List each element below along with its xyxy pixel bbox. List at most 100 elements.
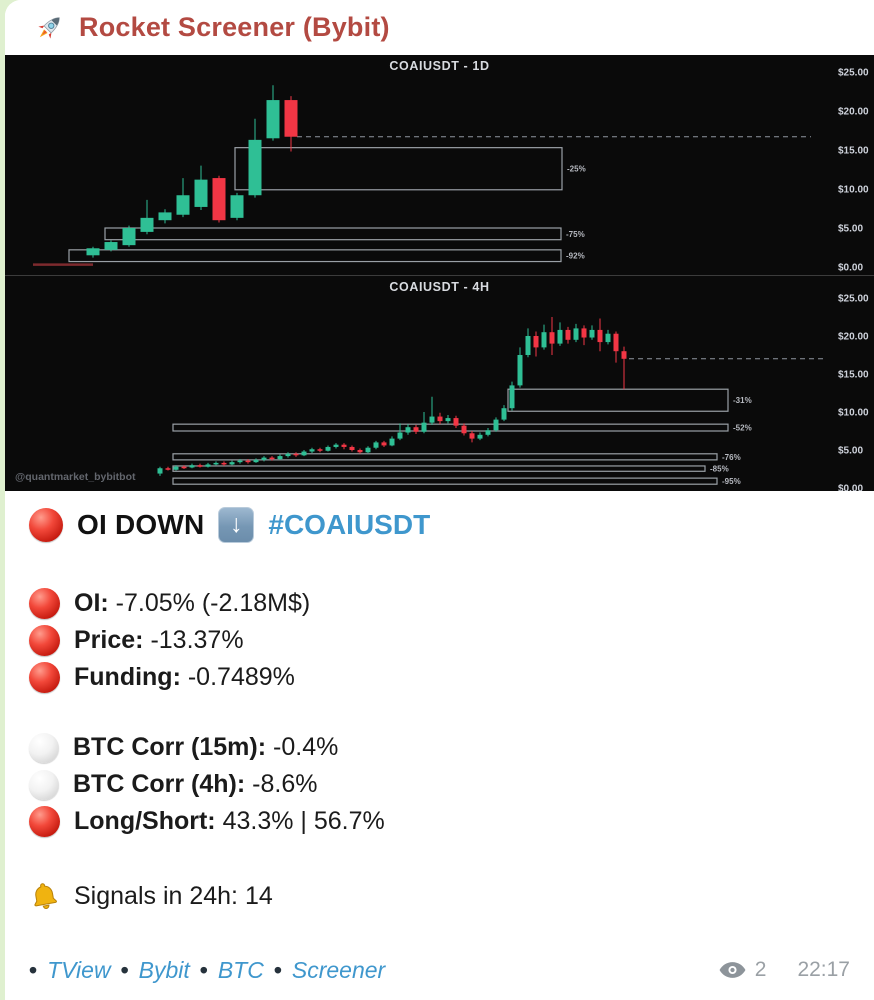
red-circle-emoji [29, 662, 60, 693]
candle [230, 195, 244, 218]
chart-background [5, 276, 874, 491]
candle [293, 453, 299, 456]
candle [86, 248, 100, 256]
zone-label: -52% [733, 424, 752, 433]
message-time: 22:17 [797, 958, 850, 981]
hashtag-link[interactable]: #COAIUSDT [268, 509, 431, 540]
candle [381, 442, 387, 446]
candle [405, 427, 411, 433]
stat-value: -0.4% [273, 733, 339, 761]
stat-row-btc-corr-15m: BTC Corr (15m): -0.4% [29, 729, 854, 766]
candle [266, 100, 280, 139]
candle [248, 139, 262, 196]
message-text: OI DOWN ↓ #COAIUSDT OI: -7.05% (-2.18M$)… [5, 491, 874, 990]
chart-image-4h[interactable]: COAIUSDT - 4H $25.00 $20.00 $15.00 $10.00 $5.… [5, 275, 874, 491]
stat-row-btc-corr-4h: BTC Corr (4h): -8.6% [29, 766, 854, 803]
axis-label: $15.00 [838, 146, 869, 157]
candle [413, 427, 419, 432]
zone-label: -76% [722, 453, 741, 462]
footer-link-bybit[interactable]: Bybit [138, 956, 190, 983]
candle [373, 442, 379, 448]
zone-box [172, 423, 729, 432]
candle [533, 336, 539, 348]
message-bubble: Rocket Screener (Bybit) COAIUSDT - 1D $25… [5, 0, 874, 1000]
candle [253, 459, 259, 463]
stat-label: Price: [74, 626, 144, 654]
stat-value: -13.37% [150, 626, 244, 654]
footer-link-tview[interactable]: TView [47, 956, 111, 983]
candle [197, 465, 203, 467]
stat-label: Funding: [74, 663, 181, 691]
candle [453, 418, 459, 426]
candle [317, 449, 323, 451]
stat-label: OI: [74, 589, 109, 617]
bullet-separator: • [273, 956, 282, 983]
candle [189, 465, 195, 468]
axis-label: $25.00 [838, 68, 869, 79]
axis-label: $15.00 [838, 370, 869, 381]
candle [165, 468, 171, 470]
candle [157, 468, 163, 474]
candle [389, 438, 395, 446]
zone-label: -25% [567, 165, 586, 174]
down-arrow-emoji: ↓ [218, 507, 255, 543]
white-circle-emoji [29, 769, 59, 800]
stat-label: BTC Corr (15m): [73, 733, 267, 761]
axis-label: $10.00 [838, 185, 869, 196]
candle [581, 328, 587, 338]
candle [285, 453, 291, 457]
axis-label: $20.00 [838, 107, 869, 118]
candle [477, 434, 483, 439]
signals-count-row: Signals in 24h: 14 [29, 876, 854, 916]
footer-link-screener[interactable]: Screener [291, 956, 386, 983]
chart-watermark: @quantmarket_bybitbot [15, 471, 136, 483]
candle [549, 332, 555, 344]
candle [509, 385, 515, 409]
axis-label: $10.00 [838, 408, 869, 419]
zone-box [172, 465, 706, 472]
red-circle-emoji [29, 508, 63, 542]
zone-label: -31% [733, 396, 752, 405]
candle [277, 456, 283, 460]
channel-title[interactable]: Rocket Screener (Bybit) [79, 12, 390, 42]
axis-label: $5.00 [838, 446, 863, 457]
candle [261, 457, 267, 460]
eye-icon [719, 962, 746, 978]
candle [269, 457, 275, 460]
candle [213, 462, 219, 465]
stat-value: -8.6% [252, 770, 318, 798]
red-circle-emoji [29, 625, 60, 656]
candle [621, 351, 627, 359]
candle [212, 178, 226, 221]
candlestick-chart: COAIUSDT - 4H $25.00 $20.00 $15.00 $10.00 $5.… [5, 276, 874, 491]
candle [421, 422, 427, 432]
bullet-separator: • [29, 956, 38, 983]
candle [181, 466, 187, 469]
zone-label: -75% [566, 230, 585, 239]
candle [205, 464, 211, 467]
signal-direction-label: OI DOWN [77, 509, 205, 540]
axis-label: $5.00 [838, 224, 863, 235]
candle [237, 460, 243, 463]
bell-icon [34, 882, 57, 909]
candle [445, 418, 451, 422]
candle [573, 328, 579, 340]
candle [365, 447, 371, 453]
zone-box [104, 227, 562, 241]
zone-box [172, 453, 718, 461]
candle [597, 329, 603, 343]
footer-link-btc[interactable]: BTC [217, 956, 264, 983]
candle [245, 460, 251, 463]
candlestick-chart: COAIUSDT - 1D $25.00 $20.00 $15.00 $10.00 $5.… [5, 55, 874, 275]
zone-label: -92% [566, 252, 585, 261]
candle [309, 449, 315, 452]
candle [357, 450, 363, 453]
chart-image-1d[interactable]: COAIUSDT - 1D $25.00 $20.00 $15.00 $10.00 $5.… [5, 55, 874, 275]
candle [517, 355, 523, 386]
axis-label: $0.00 [838, 484, 863, 492]
bullet-separator: • [120, 956, 129, 983]
axis-label: $0.00 [838, 263, 863, 274]
red-circle-emoji [29, 588, 60, 619]
rocket-icon [38, 16, 60, 39]
signals-label: Signals in 24h: [74, 881, 239, 910]
